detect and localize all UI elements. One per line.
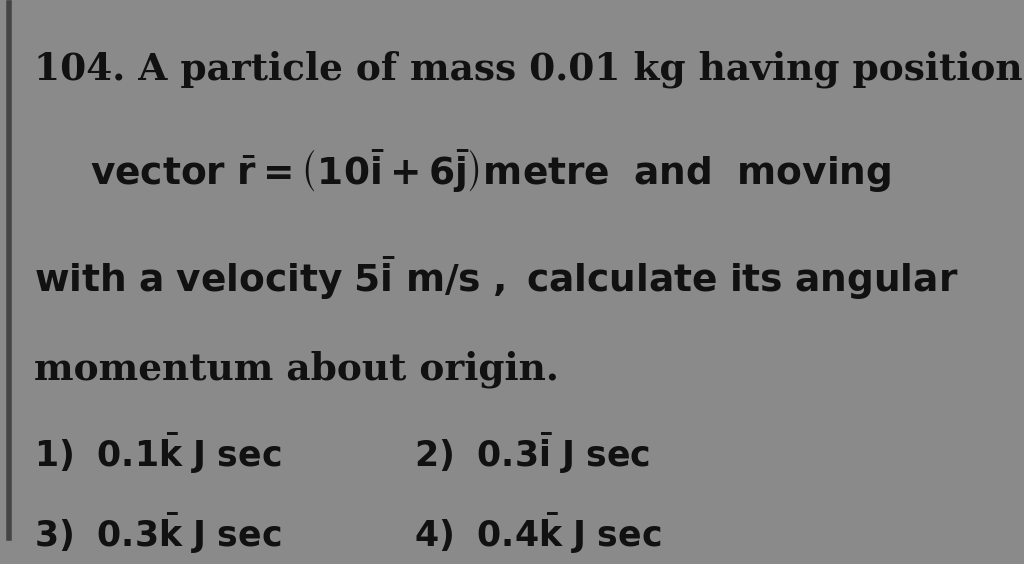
Text: $\mathbf{2)\ \ 0.3\bar{i}\ J\ sec}$: $\mathbf{2)\ \ 0.3\bar{i}\ J\ sec}$ xyxy=(415,431,650,476)
Text: momentum about origin.: momentum about origin. xyxy=(35,350,559,388)
Text: $\mathbf{vector\ \bar{r}=\left(10\bar{i}+6\bar{j}\right)metre\ \ and\ \ moving}$: $\mathbf{vector\ \bar{r}=\left(10\bar{i}… xyxy=(90,147,891,195)
Text: $\mathbf{1)\ \ 0.1\bar{k}\ J\ sec}$: $\mathbf{1)\ \ 0.1\bar{k}\ J\ sec}$ xyxy=(35,431,282,476)
Text: $\mathbf{3)\ \ 0.3\bar{k}\ J\ sec}$: $\mathbf{3)\ \ 0.3\bar{k}\ J\ sec}$ xyxy=(35,511,282,556)
Text: $\mathbf{4)\ \ 0.4\bar{k}\ J\ sec}$: $\mathbf{4)\ \ 0.4\bar{k}\ J\ sec}$ xyxy=(415,511,662,556)
Text: 104. A particle of mass 0.01 kg having position: 104. A particle of mass 0.01 kg having p… xyxy=(35,51,1023,89)
Text: $\mathbf{with\ a\ velocity\ 5\bar{i}\ m/s\ ,\ calculate\ its\ angular}$: $\mathbf{with\ a\ velocity\ 5\bar{i}\ m/… xyxy=(35,254,958,302)
